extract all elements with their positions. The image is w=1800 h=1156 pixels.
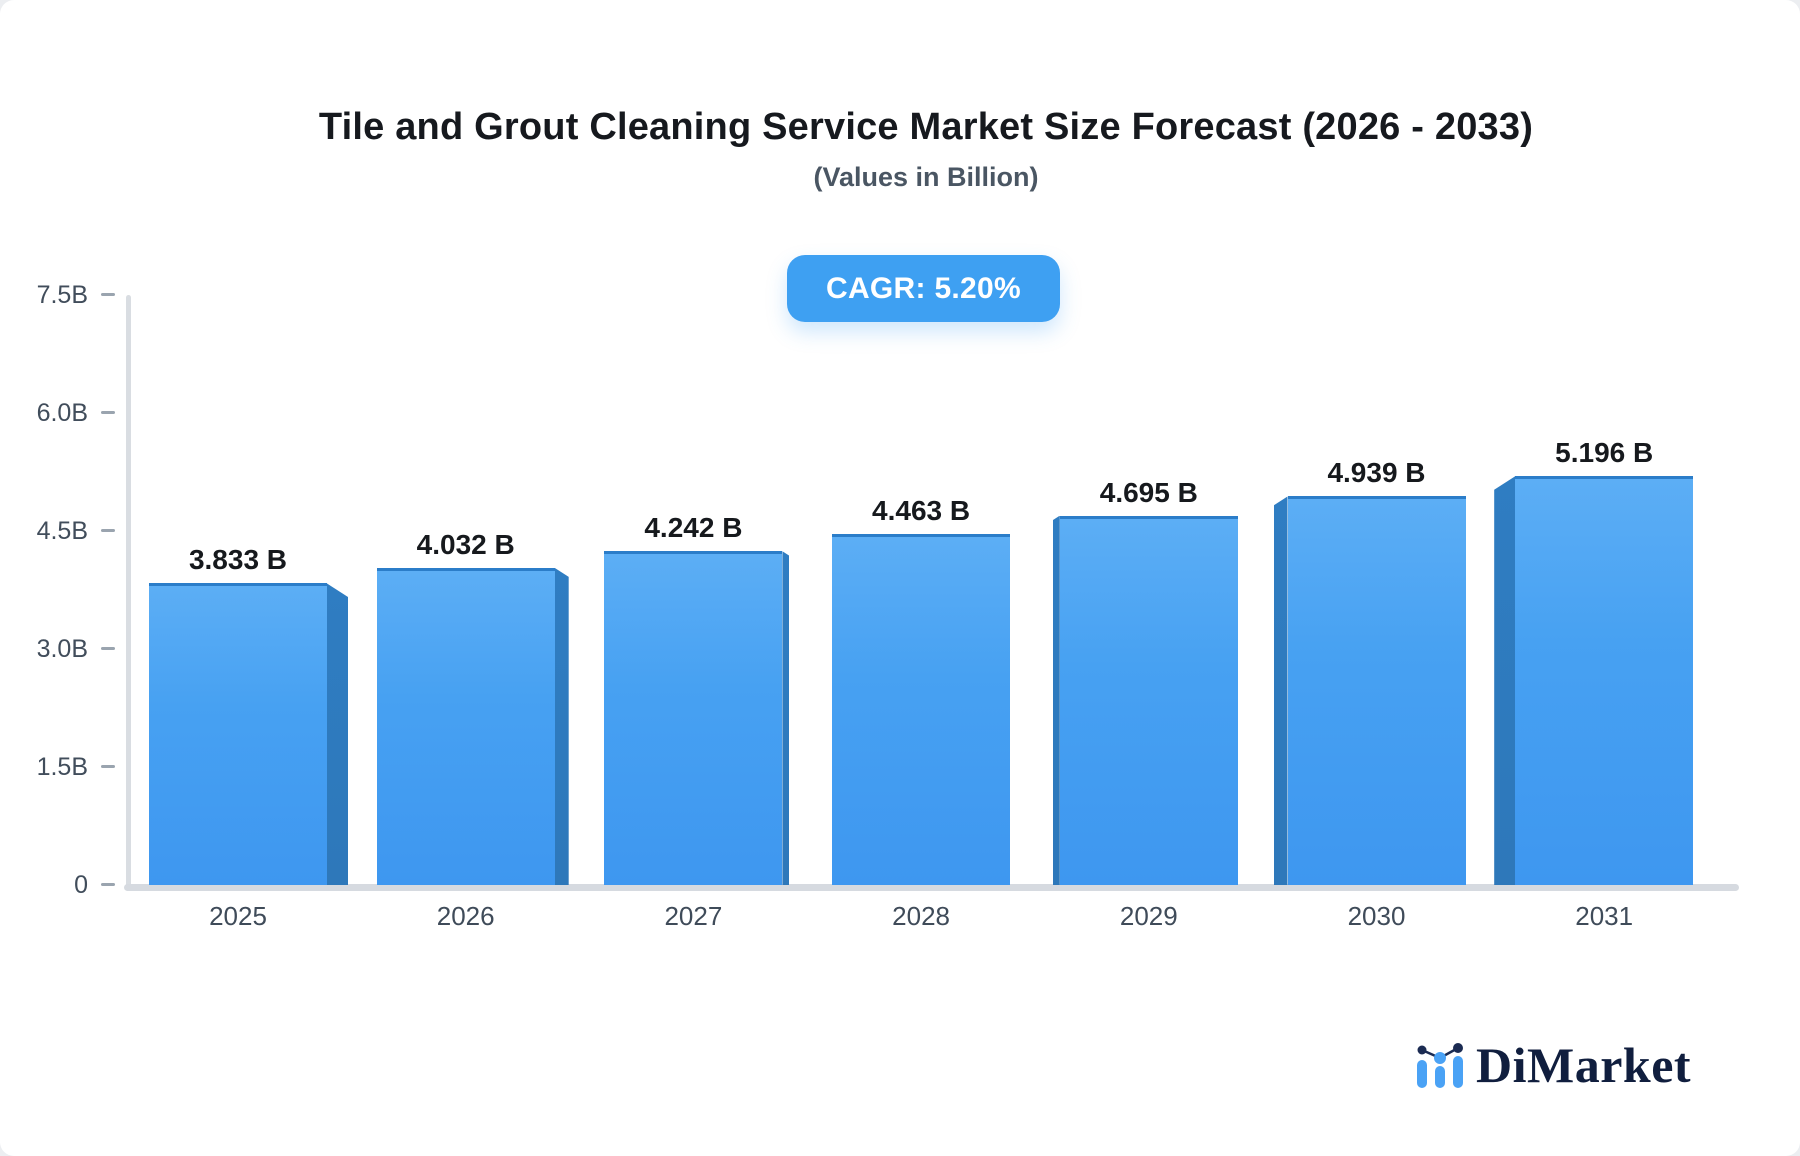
- bar-side-face: [327, 583, 348, 885]
- bar-side-face: [1052, 515, 1060, 885]
- bar-value-label: 3.833 B: [188, 544, 288, 576]
- x-axis-label: 2026: [436, 901, 495, 931]
- cagr-badge: CAGR: 5.20%: [787, 255, 1060, 322]
- x-axis-label: 2025: [209, 901, 267, 931]
- bar: [1287, 496, 1466, 885]
- bar-value-label: 4.939 B: [1327, 457, 1426, 489]
- bar: [376, 567, 555, 885]
- dimarket-brand-text: DiMarket: [1476, 1037, 1692, 1093]
- y-tick-label: 7.5B: [36, 280, 88, 309]
- y-tick-mark: [101, 883, 115, 886]
- bar-value-label: 4.032 B: [416, 528, 515, 560]
- cagr-badge-label: CAGR: 5.20%: [825, 271, 1022, 305]
- bar-value-label: 4.242 B: [644, 512, 743, 544]
- y-tick-label: 4.5B: [36, 516, 88, 545]
- x-axis-label: 2031: [1575, 901, 1634, 931]
- bar: [1515, 476, 1694, 885]
- y-tick-mark: [101, 410, 115, 414]
- y-tick-mark: [101, 528, 115, 532]
- bar-side-face: [1494, 476, 1516, 885]
- y-tick-mark: [101, 764, 115, 768]
- bar-side-face: [782, 551, 790, 885]
- chart-header: Tile and Grout Cleaning Service Market S…: [50, 0, 1800, 194]
- bar: [604, 551, 783, 885]
- dimarket-logo: DiMarket: [1416, 1037, 1692, 1093]
- y-tick-label: 3.0B: [36, 634, 88, 663]
- x-axis-label: 2028: [892, 901, 951, 931]
- page-title: Tile and Grout Cleaning Service Market S…: [318, 106, 1534, 148]
- bar-side-face: [1273, 496, 1288, 885]
- x-axis-label: 2030: [1347, 901, 1406, 931]
- bar-chart-logo-icon: [1417, 1043, 1463, 1088]
- bar: [832, 533, 1011, 885]
- y-tick-mark: [101, 292, 115, 296]
- bar-side-face: [554, 567, 569, 885]
- x-axis-line: [124, 884, 1739, 891]
- bar: [149, 583, 327, 885]
- bar: [1059, 515, 1238, 885]
- bar-value-label: 4.463 B: [872, 494, 971, 526]
- chart-subtitle: (Values in Billion): [813, 162, 1039, 192]
- y-tick-mark: [101, 646, 115, 650]
- y-tick-label: 6.0B: [36, 398, 88, 427]
- y-tick-label: 0: [74, 871, 88, 899]
- y-tick-label: 1.5B: [36, 752, 88, 781]
- y-axis-line: [126, 295, 131, 891]
- bar-value-label: 4.695 B: [1099, 476, 1198, 508]
- x-axis-label: 2027: [664, 901, 723, 931]
- x-axis-label: 2029: [1119, 901, 1178, 931]
- bar-value-label: 5.196 B: [1555, 437, 1654, 469]
